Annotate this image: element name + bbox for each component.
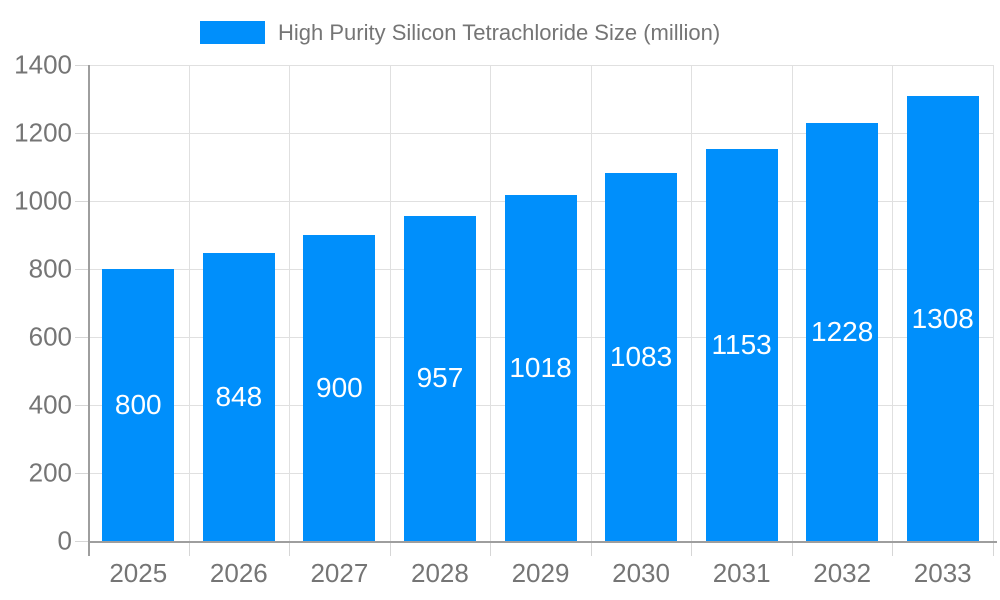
bar-value-label: 1018 — [509, 351, 572, 383]
bar[interactable] — [403, 215, 476, 541]
y-axis-tick-mark — [75, 65, 88, 66]
gridline-horizontal — [88, 65, 993, 66]
y-axis-tick-label: 1400 — [14, 49, 72, 80]
x-axis-tick-label: 2030 — [612, 558, 670, 588]
x-axis-tick-label: 2025 — [109, 558, 168, 588]
y-axis-tick-label: 600 — [28, 321, 72, 352]
y-axis-tick-mark — [75, 201, 88, 202]
bar-value-label: 1083 — [609, 340, 673, 372]
y-axis-tick-label: 0 — [57, 525, 72, 556]
gridline-vertical — [993, 65, 994, 541]
y-axis-tick-mark — [75, 269, 88, 270]
x-axis-tick-mark — [490, 541, 492, 556]
gridline-vertical — [590, 65, 592, 541]
x-axis-tick-mark — [289, 541, 291, 556]
bar-value-label: 848 — [215, 380, 263, 412]
bar-value-label: 1228 — [811, 316, 874, 348]
x-axis-tick-label: 2026 — [209, 558, 268, 588]
bar[interactable] — [504, 194, 577, 541]
bar[interactable] — [806, 123, 879, 541]
x-axis-tick-mark — [188, 541, 190, 556]
bar[interactable] — [605, 172, 678, 541]
bar-value-label: 900 — [316, 372, 363, 403]
gridline-vertical — [289, 65, 291, 541]
legend-swatch-icon — [200, 21, 265, 44]
y-axis-tick-label: 1000 — [14, 185, 72, 216]
chart-legend-item[interactable]: High Purity Silicon Tetrachloride Size (… — [200, 21, 720, 44]
y-axis-tick-mark — [75, 405, 88, 406]
x-axis-tick-mark — [892, 541, 894, 556]
x-axis-tick-label: 2029 — [511, 558, 570, 588]
x-axis-tick-label: 2032 — [813, 558, 872, 588]
x-axis-tick-mark — [590, 541, 592, 556]
y-axis-tick-label: 200 — [28, 457, 72, 488]
x-axis-tick-label: 2033 — [913, 558, 972, 588]
x-axis-tick-mark — [691, 541, 693, 556]
bar[interactable] — [705, 148, 778, 541]
bar[interactable] — [102, 269, 175, 541]
bar[interactable] — [303, 235, 376, 541]
gridline-vertical — [389, 65, 391, 541]
bar-value-label: 1308 — [911, 302, 974, 334]
y-axis-line — [88, 65, 90, 556]
x-axis-tick-mark — [389, 541, 391, 556]
x-axis-tick-mark — [993, 541, 994, 556]
x-axis-tick-label: 2031 — [712, 558, 771, 588]
gridline-vertical — [791, 65, 793, 541]
bar-value-label: 957 — [416, 362, 464, 394]
bar-value-label: 800 — [114, 389, 162, 420]
x-axis-tick-mark — [791, 541, 793, 556]
x-axis-tick-label: 2028 — [411, 558, 469, 588]
y-axis-tick-mark — [75, 337, 88, 338]
y-axis-tick-mark — [75, 133, 88, 134]
gridline-vertical — [188, 65, 190, 541]
bar[interactable] — [202, 252, 275, 541]
x-axis-line — [88, 541, 997, 543]
gridline-vertical — [490, 65, 492, 541]
bar[interactable] — [906, 96, 979, 541]
gridline-vertical — [892, 65, 894, 541]
x-axis-tick-label: 2027 — [310, 558, 369, 588]
y-axis-tick-label: 800 — [28, 253, 72, 284]
bar-value-label: 1153 — [711, 328, 772, 360]
gridline-vertical — [691, 65, 693, 541]
y-axis-tick-mark — [75, 541, 88, 542]
legend-label: High Purity Silicon Tetrachloride Size (… — [278, 20, 721, 45]
y-axis-tick-mark — [75, 473, 88, 474]
gridline-horizontal — [88, 133, 993, 134]
y-axis-tick-label: 1200 — [14, 117, 72, 148]
y-axis-tick-label: 400 — [28, 389, 72, 420]
